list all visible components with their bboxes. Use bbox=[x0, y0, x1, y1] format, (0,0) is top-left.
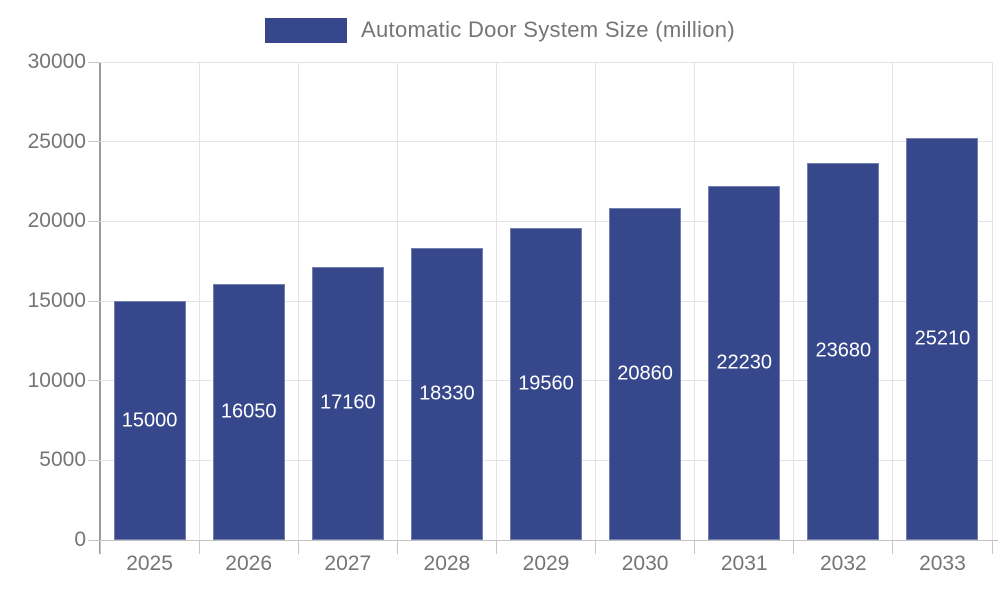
y-tick-label: 30000 bbox=[27, 50, 86, 73]
bar[interactable] bbox=[807, 162, 880, 540]
y-axis-tick bbox=[88, 61, 100, 63]
bar-value-label: 17160 bbox=[319, 391, 376, 414]
x-axis-tick bbox=[595, 540, 597, 554]
x-axis-tick bbox=[198, 540, 200, 554]
bar-value-label: 22230 bbox=[716, 351, 773, 374]
legend-label: Automatic Door System Size (million) bbox=[361, 17, 735, 42]
x-axis-tick bbox=[396, 540, 398, 554]
x-tick-label: 2030 bbox=[621, 552, 669, 575]
y-tick-label: 25000 bbox=[27, 129, 86, 153]
x-axis-tick bbox=[694, 540, 696, 554]
bar[interactable] bbox=[708, 185, 781, 540]
y-axis-tick bbox=[88, 300, 100, 302]
bar[interactable] bbox=[906, 138, 979, 540]
y-axis-tick bbox=[88, 539, 100, 541]
bar-value-label: 23680 bbox=[815, 339, 872, 362]
x-tick-label: 2032 bbox=[819, 552, 867, 575]
plot-area: 15000 16050 17160 18330 19560 20860 22230 23680… bbox=[88, 61, 998, 554]
bar-value-label: 18330 bbox=[419, 382, 475, 405]
v-gridline bbox=[694, 62, 696, 540]
x-axis-tick bbox=[793, 540, 795, 554]
bar-value-label: 20860 bbox=[617, 362, 673, 385]
h-gridline bbox=[100, 141, 992, 143]
v-gridline bbox=[396, 62, 398, 540]
bar-value-label: 25210 bbox=[914, 327, 971, 350]
y-tick-label: 15000 bbox=[27, 289, 86, 312]
y-axis-tick bbox=[88, 141, 100, 143]
x-tick-label: 2026 bbox=[225, 552, 273, 575]
y-tick-label: 5000 bbox=[39, 448, 86, 472]
bar-value-label: 15000 bbox=[121, 409, 178, 431]
bar[interactable] bbox=[410, 247, 483, 540]
x-tick-label: 2029 bbox=[522, 552, 570, 575]
h-gridline bbox=[100, 61, 992, 63]
x-tick-label: 2033 bbox=[919, 552, 966, 575]
v-gridline bbox=[991, 62, 993, 540]
y-tick-label: 20000 bbox=[27, 209, 86, 233]
x-tick-label: 2025 bbox=[126, 552, 173, 575]
y-tick-label: 0 bbox=[74, 528, 86, 551]
v-gridline bbox=[595, 62, 597, 540]
h-gridline bbox=[100, 220, 992, 222]
x-axis-line bbox=[92, 540, 998, 541]
bar[interactable] bbox=[212, 284, 285, 540]
y-axis-line bbox=[99, 62, 101, 554]
bar-value-label: 19560 bbox=[518, 372, 574, 395]
y-axis-tick bbox=[88, 459, 100, 461]
v-gridline bbox=[793, 62, 795, 540]
x-tick-label: 2028 bbox=[423, 552, 471, 575]
v-gridline bbox=[297, 62, 299, 540]
y-axis-tick bbox=[88, 220, 100, 222]
bar[interactable] bbox=[510, 228, 582, 540]
x-axis-tick bbox=[991, 540, 993, 554]
y-axis-tick bbox=[88, 380, 100, 382]
x-axis-tick bbox=[297, 540, 299, 554]
bar[interactable] bbox=[609, 207, 682, 540]
bar-value-label: 16050 bbox=[220, 400, 277, 423]
legend-swatch-icon bbox=[265, 17, 348, 43]
x-axis-tick bbox=[99, 540, 101, 554]
x-tick-label: 2031 bbox=[720, 552, 768, 575]
x-tick-label: 2027 bbox=[324, 552, 372, 575]
x-axis-tick bbox=[495, 540, 497, 554]
x-axis-tick bbox=[892, 540, 894, 554]
chart-legend[interactable]: Automatic Door System Size (million) bbox=[0, 17, 1000, 43]
bar[interactable] bbox=[311, 266, 384, 540]
v-gridline bbox=[198, 62, 200, 540]
v-gridline bbox=[495, 62, 497, 540]
bar[interactable] bbox=[113, 301, 186, 540]
y-tick-label: 10000 bbox=[27, 368, 86, 392]
v-gridline bbox=[892, 62, 894, 540]
